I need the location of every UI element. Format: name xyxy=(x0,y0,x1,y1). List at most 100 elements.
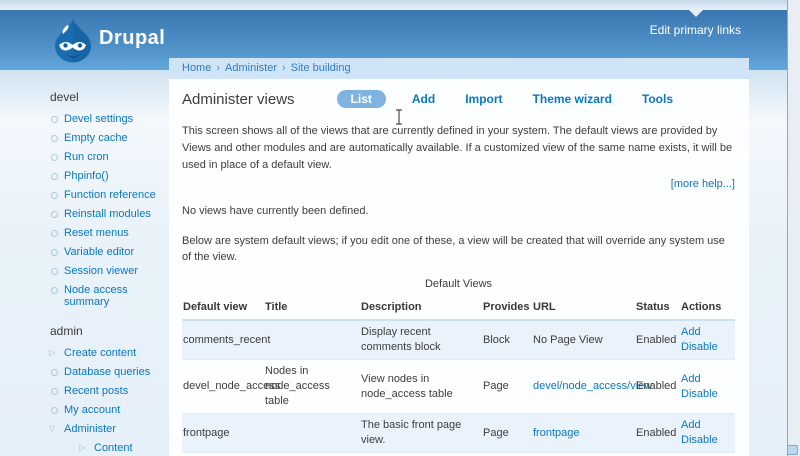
tab-theme-wizard[interactable]: Theme wizard xyxy=(532,92,612,106)
sidebar-menu: ▷ Create content Database queries Recent po… xyxy=(49,347,170,456)
menu-item: Recent posts xyxy=(50,385,170,397)
no-views-message: No views have currently been defined. xyxy=(182,205,369,217)
tab-import[interactable]: Import xyxy=(465,92,503,106)
cell-provides: Block xyxy=(482,320,532,360)
bullet-circle-icon xyxy=(51,369,58,376)
tab-add[interactable]: Add xyxy=(411,92,436,106)
column-header-actions: Actions xyxy=(680,298,735,321)
default-views-note: Below are system default views; if you e… xyxy=(182,235,725,263)
sidebar-item-devel-settings[interactable]: Devel settings xyxy=(64,113,134,125)
table-row-taxonomy_term: taxonomy_termTaxonomyThe taxonomy view w… xyxy=(182,452,735,456)
breadcrumb: Home › Administer › Site building xyxy=(169,58,749,79)
bullet-circle-icon xyxy=(51,268,58,275)
page-title: Administer views xyxy=(182,90,295,108)
cell-actions: Add Disable xyxy=(680,413,735,453)
sidebar-item-reinstall-modules[interactable]: Reinstall modules xyxy=(64,208,151,220)
sidebar-item-create-content[interactable]: Create content xyxy=(64,347,137,359)
sidebar-section-title: admin xyxy=(50,324,83,338)
column-header-status: Status xyxy=(635,298,680,321)
sidebar-item-variable-editor[interactable]: Variable editor xyxy=(64,246,135,258)
cell-description: The taxonomy view with a depth of 0. xyxy=(360,452,482,456)
edit-primary-links-link[interactable]: Edit primary links xyxy=(649,23,741,37)
cell-url: frontpage xyxy=(532,413,635,453)
scroll-corner-icon xyxy=(787,445,798,455)
cell-url: No Page View xyxy=(532,320,635,360)
cell-description: Display recent comments block xyxy=(360,320,482,360)
default-views-table: Default Views Default view Title Descripti… xyxy=(182,269,735,456)
cell-default-view: taxonomy_term xyxy=(182,452,264,456)
cell-actions: Add Disable xyxy=(680,320,735,360)
sidebar-item-database-queries[interactable]: Database queries xyxy=(64,366,151,378)
chevron-down-icon: ▽ xyxy=(49,424,56,433)
breadcrumb-link-administer[interactable]: Administer xyxy=(225,62,277,74)
sidebar-item-session-viewer[interactable]: Session viewer xyxy=(64,265,138,277)
cell-status: Enabled xyxy=(635,359,680,414)
action-link-disable[interactable]: Disable xyxy=(681,434,718,446)
primary-links-pointer-icon xyxy=(689,10,703,17)
action-link-add[interactable]: Add xyxy=(681,372,701,385)
breadcrumb-separator-icon: › xyxy=(216,62,221,74)
cell-default-view: comments_recent xyxy=(182,320,270,360)
column-header-provides: Provides xyxy=(482,298,532,321)
cell-status: Enabled xyxy=(635,320,680,360)
table-row-comments_recent: comments_recent Display recent comments b… xyxy=(182,320,735,360)
sidebar-item-run-cron[interactable]: Run cron xyxy=(64,151,109,163)
sidebar-item-my-account[interactable]: My account xyxy=(64,404,121,416)
bullet-circle-icon xyxy=(51,173,58,180)
cell-actions: Add Disable xyxy=(680,359,735,414)
action-link-add[interactable]: Add xyxy=(681,419,701,431)
url-text: No Page View xyxy=(533,333,603,346)
cell-url: devel/node_access/view xyxy=(532,359,652,414)
bullet-circle-icon xyxy=(51,230,58,237)
tab-list[interactable]: List xyxy=(336,90,386,108)
action-link-disable[interactable]: Disable xyxy=(681,341,718,353)
sidebar-item-empty-cache[interactable]: Empty cache xyxy=(64,132,128,144)
sidebar-item-phpinfo[interactable]: Phpinfo() xyxy=(64,170,109,182)
cell-url: taxonomy/term xyxy=(532,452,635,456)
menu-item: My account xyxy=(50,404,170,416)
column-header-url: URL xyxy=(532,298,635,321)
sidebar-item-function-reference[interactable]: Function reference xyxy=(64,189,156,201)
sidebar-menu: ▷Content management▽Site building xyxy=(79,442,170,456)
sidebar-item-content-management[interactable]: Content management xyxy=(94,442,158,456)
sidebar-item-recent-posts[interactable]: Recent posts xyxy=(64,385,129,397)
action-link-disable[interactable]: Disable xyxy=(681,387,718,400)
cell-title xyxy=(264,413,360,453)
action-link-add[interactable]: Add xyxy=(681,326,701,338)
bullet-circle-icon xyxy=(51,192,58,199)
window-top-strip xyxy=(0,0,787,10)
breadcrumb-link-home[interactable]: Home xyxy=(182,62,212,74)
menu-item: ▽Administer▷Content management▽Site buil… xyxy=(49,423,170,456)
title-row: Administer views List Add Import Theme wiza… xyxy=(182,88,735,110)
menu-item: Variable editor xyxy=(50,246,170,258)
menu-item: Reset menus xyxy=(50,227,170,239)
tab-tools[interactable]: Tools xyxy=(641,92,674,106)
content-panel: Home › Administer › Site building Administer… xyxy=(169,58,749,456)
menu-item: ▷ Create content xyxy=(49,347,170,359)
sidebar-item-reset-menus[interactable]: Reset menus xyxy=(64,227,129,239)
menu-item: Session viewer xyxy=(50,265,170,277)
sidebar-item-node-access-summary[interactable]: Node access summary xyxy=(64,284,128,308)
cell-actions: AddEnable xyxy=(680,452,735,456)
sidebar-menu: Devel settings Empty cache Run cron Phpinfo… xyxy=(50,113,170,308)
bullet-circle-icon xyxy=(51,407,58,414)
menu-item: Function reference xyxy=(50,189,170,201)
more-help-link[interactable]: [more help...] xyxy=(670,178,735,190)
sidebar-item-administer[interactable]: Administer xyxy=(64,423,116,435)
site-name: Drupal xyxy=(99,27,166,49)
menu-item: Reinstall modules xyxy=(50,208,170,220)
breadcrumb-link-site-building[interactable]: Site building xyxy=(290,62,351,74)
sidebar: devel Devel settings Empty cache Run cron Ph… xyxy=(0,74,170,456)
bullet-circle-icon xyxy=(51,388,58,395)
column-header-default-view: Default view xyxy=(182,298,264,321)
cell-default-view: devel_node_access xyxy=(182,359,280,414)
cell-description: View nodes in node_access table xyxy=(360,359,482,414)
table-caption: Default Views xyxy=(424,278,493,290)
menu-item: Phpinfo() xyxy=(50,170,170,182)
bullet-circle-icon xyxy=(51,287,58,294)
url-link-frontpage[interactable]: frontpage xyxy=(533,426,580,439)
window-right-gutter xyxy=(787,0,800,456)
chevron-right-icon: ▷ xyxy=(79,443,86,452)
url-link-devel-node-access-view[interactable]: devel/node_access/view xyxy=(533,380,653,392)
